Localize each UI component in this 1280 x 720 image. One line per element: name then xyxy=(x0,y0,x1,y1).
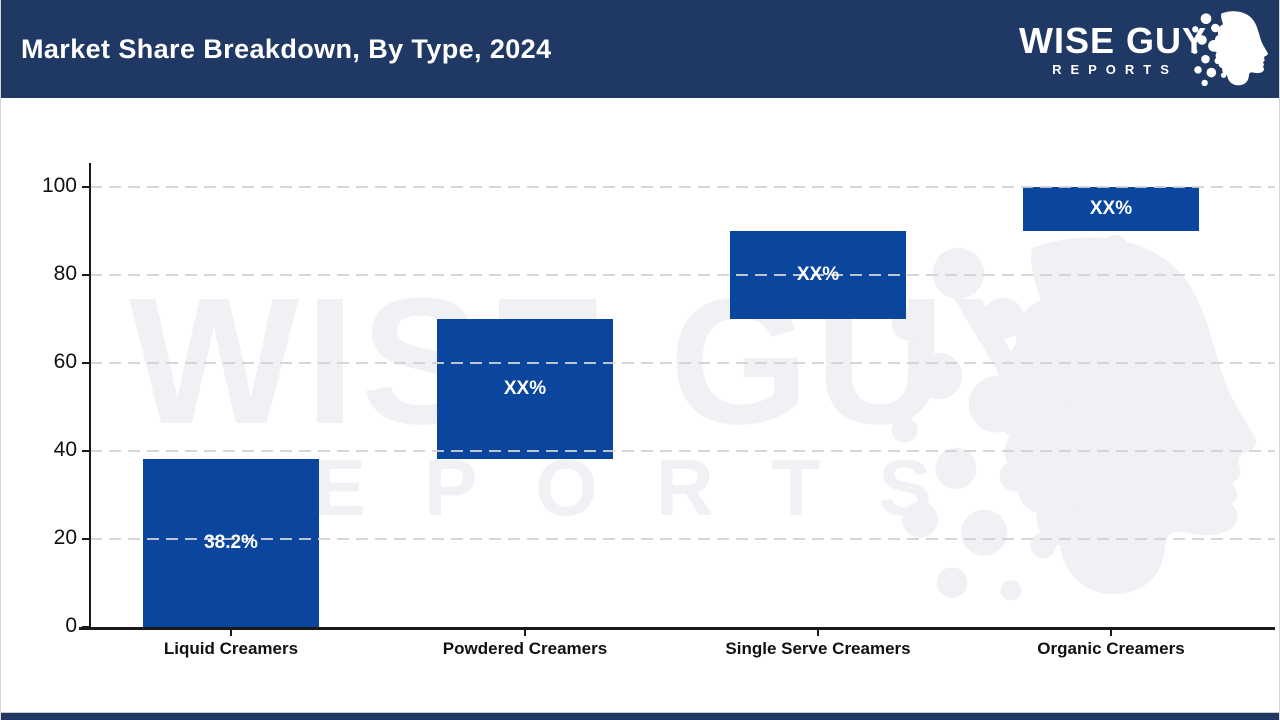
gridline-20 xyxy=(90,538,1275,540)
gridline-60 xyxy=(90,362,1275,364)
y-axis-line xyxy=(89,163,91,629)
logo-reports-text: REPORTS xyxy=(1052,62,1178,77)
bar-value-label: 38.2% xyxy=(204,531,258,553)
x-category-label: Single Serve Creamers xyxy=(725,639,911,658)
wiseguy-reports-logo: WISE GUY REPORTS xyxy=(1013,8,1268,92)
x-tick-mark xyxy=(1110,629,1112,636)
x-tick-mark xyxy=(230,629,232,636)
header-banner: Market Share Breakdown, By Type, 2024 WI… xyxy=(1,0,1279,98)
gridline-40 xyxy=(90,450,1275,452)
bar-segment xyxy=(437,319,613,459)
x-tick-mark xyxy=(817,629,819,636)
x-category-label: Powdered Creamers xyxy=(442,639,608,658)
y-tick-label-60: 60 xyxy=(53,350,77,373)
y-tick-label-20: 20 xyxy=(53,526,77,549)
y-tick-label-80: 80 xyxy=(53,262,77,285)
y-tick-mark-60 xyxy=(82,362,90,364)
x-axis-line xyxy=(79,627,1275,630)
y-tick-label-0: 0 xyxy=(65,614,77,637)
y-tick-label-40: 40 xyxy=(53,438,77,461)
wiseguy-face-logo-icon xyxy=(1192,11,1268,87)
footer-banner xyxy=(1,712,1279,720)
bar-segment xyxy=(1023,187,1199,231)
y-tick-mark-100 xyxy=(82,186,90,188)
logo-wiseguy-text: WISE GUY xyxy=(1018,20,1208,61)
x-tick-mark xyxy=(524,629,526,636)
bar-value-label: XX% xyxy=(1089,198,1133,219)
gridline-80 xyxy=(90,274,1275,276)
y-tick-mark-20 xyxy=(82,538,90,540)
gridline-100 xyxy=(90,186,1275,188)
y-tick-mark-80 xyxy=(82,274,90,276)
wiseguy-face-watermark-icon xyxy=(891,234,1257,601)
x-category-label: Liquid Creamers xyxy=(163,639,299,658)
bar-value-label: XX% xyxy=(503,377,547,399)
bar-value-label: XX% xyxy=(796,264,840,285)
bar-segment xyxy=(143,458,319,627)
y-tick-mark-40 xyxy=(82,450,90,452)
page-title: Market Share Breakdown, By Type, 2024 xyxy=(21,33,552,64)
x-category-label: Organic Creamers xyxy=(1037,639,1185,658)
y-tick-label-100: 100 xyxy=(41,174,77,197)
